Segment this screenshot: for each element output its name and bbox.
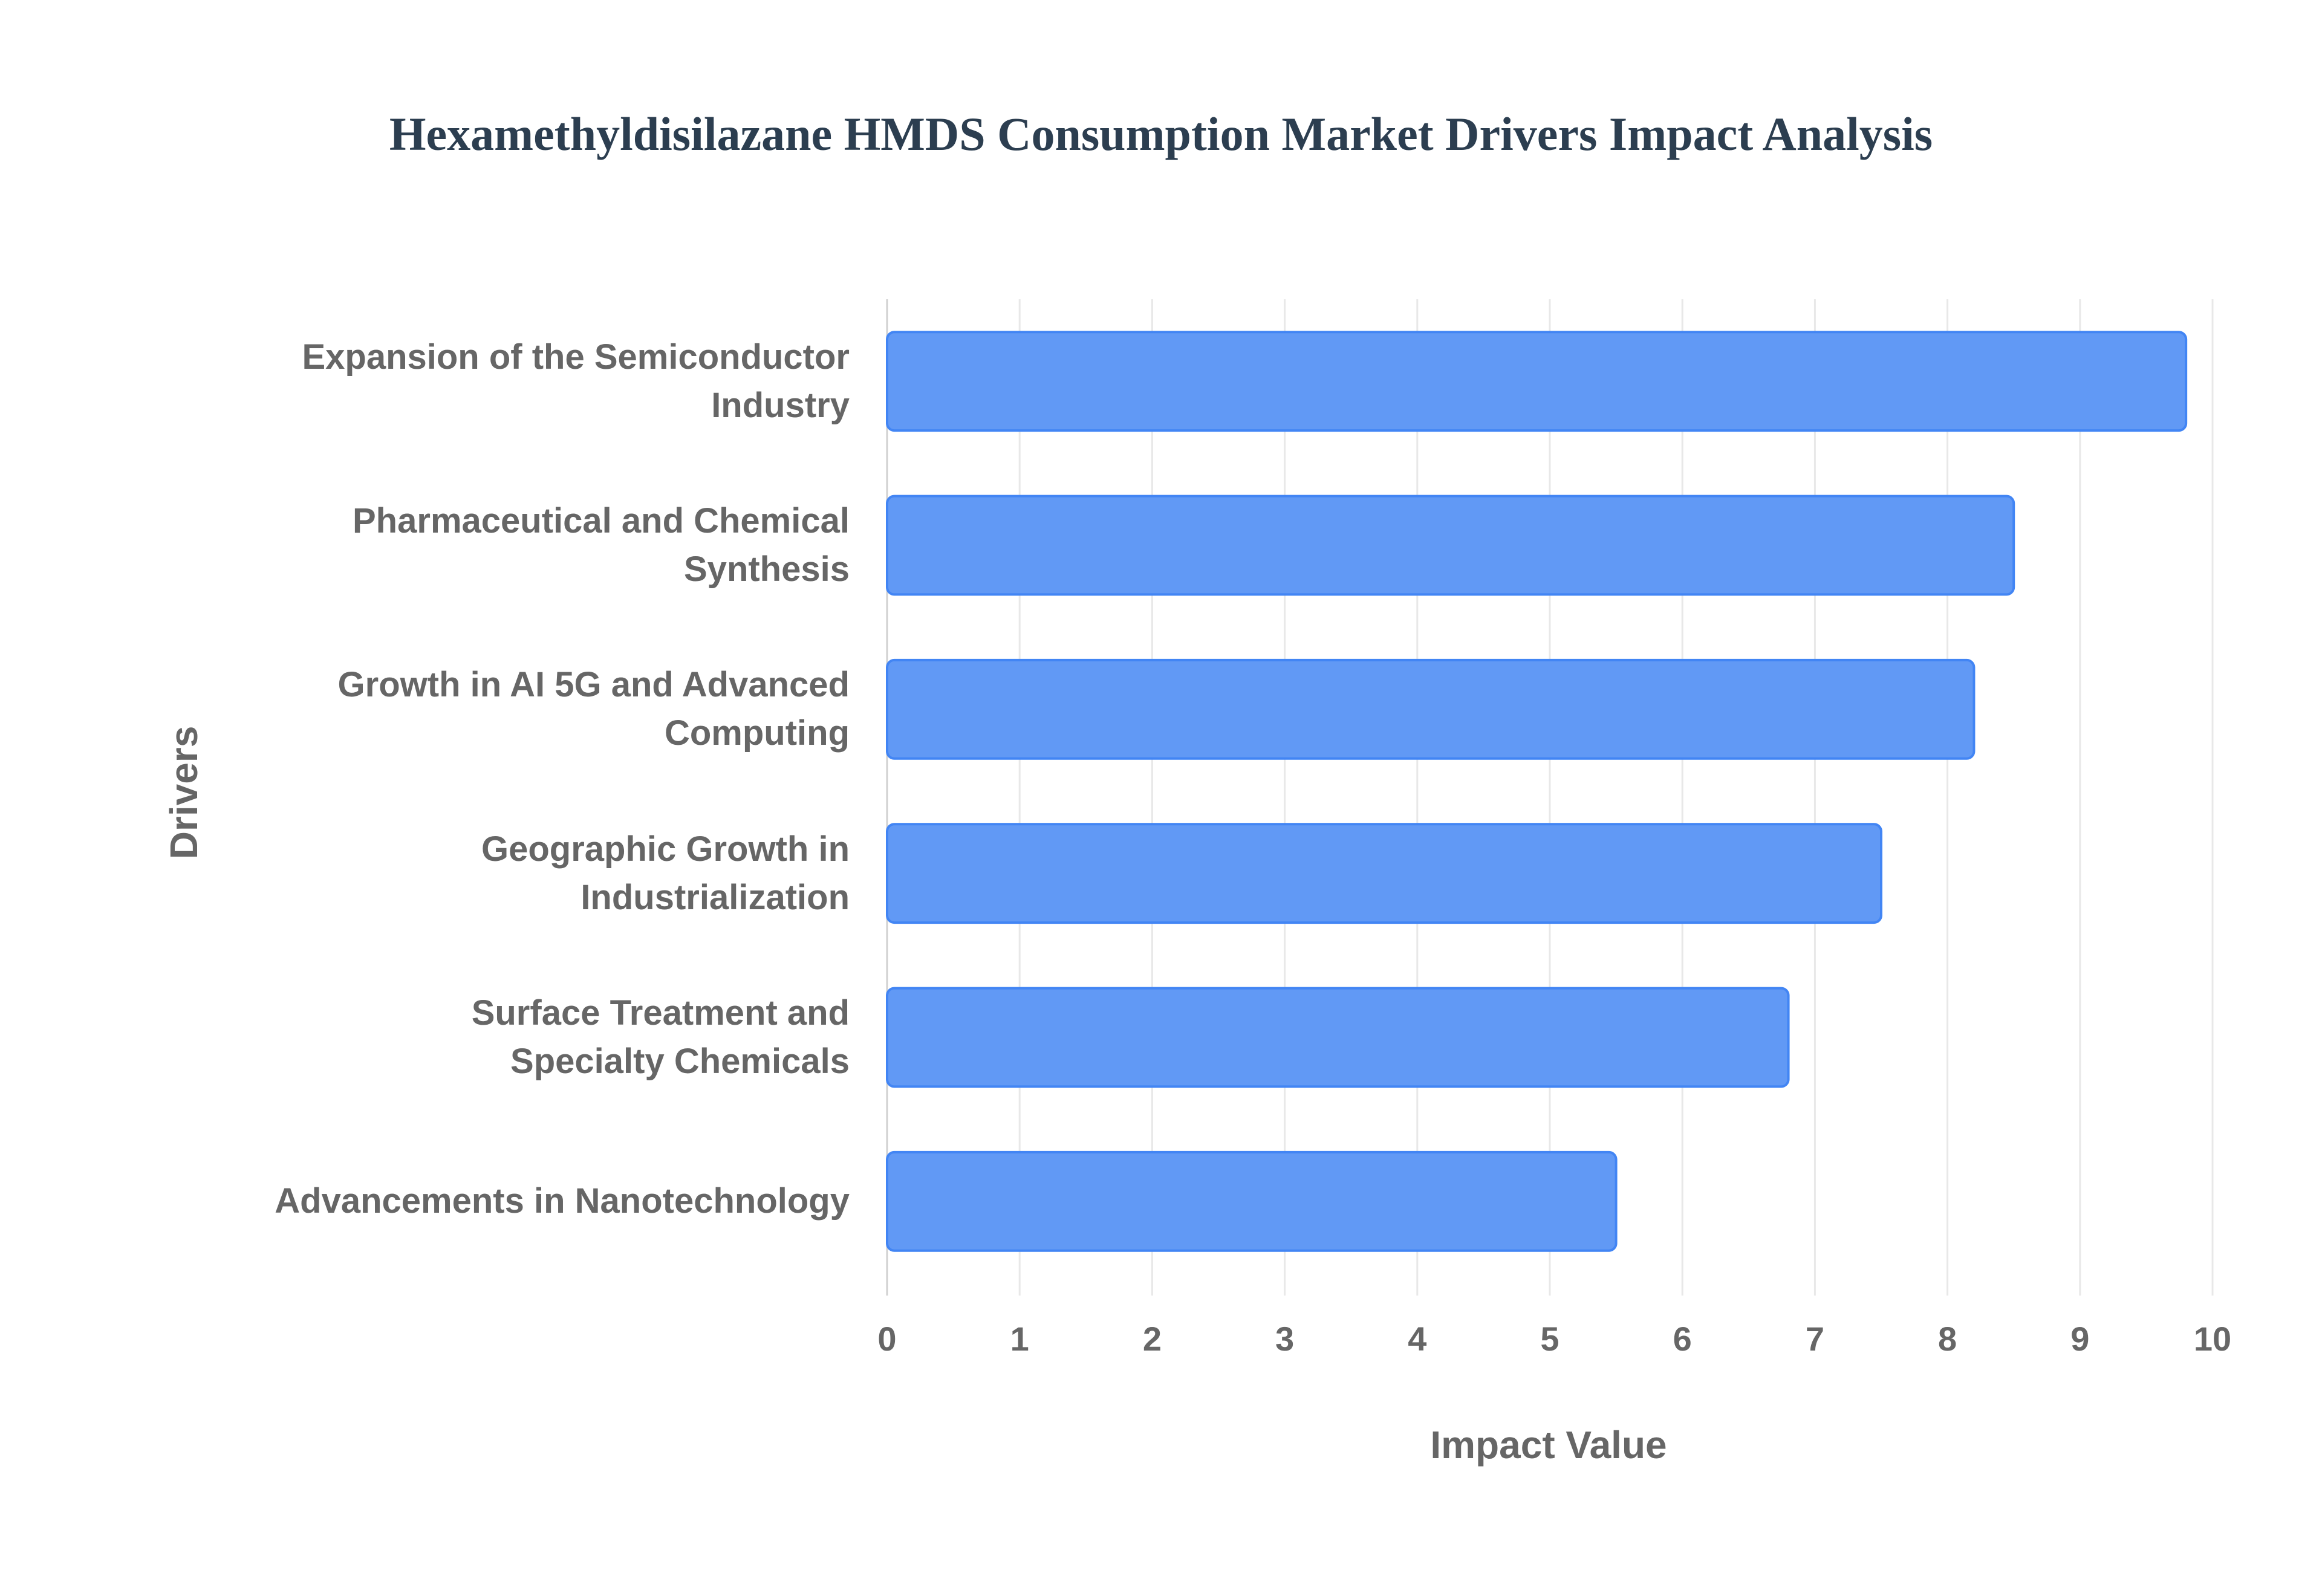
- bar: [886, 658, 1976, 760]
- x-tick-label: 10: [2194, 1320, 2231, 1358]
- x-tick-label: 5: [1540, 1320, 1559, 1358]
- y-tick-label: Geographic Growth in Industrialization: [481, 829, 850, 917]
- x-tick-label: 1: [1010, 1320, 1029, 1358]
- y-tick-label: Growth in AI 5G and Advanced Computing: [337, 665, 850, 753]
- x-tick-label: 8: [1938, 1320, 1957, 1358]
- x-tick-label: 7: [1806, 1320, 1824, 1358]
- y-axis-title: Drivers: [162, 726, 206, 860]
- chart-title: Hexamethyldisilazane HMDS Consumption Ma…: [389, 108, 1933, 160]
- x-tick-label: 4: [1408, 1320, 1426, 1358]
- y-tick-label: Surface Treatment and Specialty Chemical…: [471, 993, 850, 1081]
- x-tick-label: 3: [1275, 1320, 1294, 1358]
- x-tick-label: 0: [877, 1320, 896, 1358]
- x-tick-label: 9: [2070, 1320, 2089, 1358]
- bar: [886, 1150, 1618, 1252]
- x-axis-title: Impact Value: [1430, 1423, 1667, 1467]
- bar: [886, 495, 2015, 596]
- x-tick-label: 6: [1673, 1320, 1692, 1358]
- y-tick-label: Advancements in Nanotechnology: [275, 1181, 850, 1221]
- x-tick-label: 2: [1143, 1320, 1162, 1358]
- bar: [886, 823, 1882, 924]
- bar: [886, 987, 1790, 1088]
- y-tick-label: Expansion of the Semiconductor Industry: [302, 337, 850, 425]
- y-tick-label: Pharmaceutical and Chemical Synthesis: [353, 501, 850, 589]
- bar: [886, 331, 2188, 432]
